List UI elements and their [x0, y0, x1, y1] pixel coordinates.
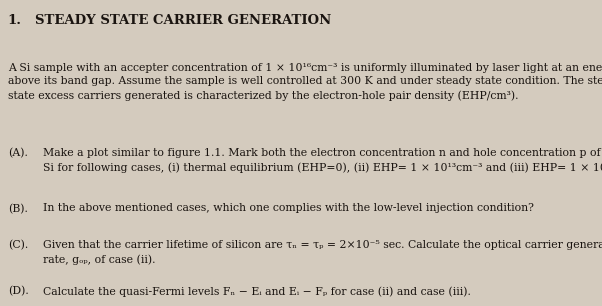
Text: STEADY STATE CARRIER GENERATION: STEADY STATE CARRIER GENERATION [35, 14, 331, 27]
Text: In the above mentioned cases, which one complies with the low-level injection co: In the above mentioned cases, which one … [43, 203, 533, 214]
Text: 1.: 1. [8, 14, 22, 27]
Text: (B).: (B). [8, 203, 28, 214]
Text: A Si sample with an accepter concentration of 1 × 10¹⁶cm⁻³ is uniformly illumina: A Si sample with an accepter concentrati… [8, 63, 602, 101]
Text: (D).: (D). [8, 286, 28, 297]
Text: Calculate the quasi-Fermi levels Fₙ − Eᵢ and Eᵢ − Fₚ for case (ii) and case (iii: Calculate the quasi-Fermi levels Fₙ − Eᵢ… [43, 286, 471, 297]
Text: (A).: (A). [8, 148, 28, 159]
Text: (C).: (C). [8, 240, 28, 251]
Text: Make a plot similar to figure 1.1. Mark both the electron concentration n and ho: Make a plot similar to figure 1.1. Mark … [43, 148, 602, 173]
Text: Given that the carrier lifetime of silicon are τₙ = τₚ = 2×10⁻⁵ sec. Calculate t: Given that the carrier lifetime of silic… [43, 240, 602, 265]
